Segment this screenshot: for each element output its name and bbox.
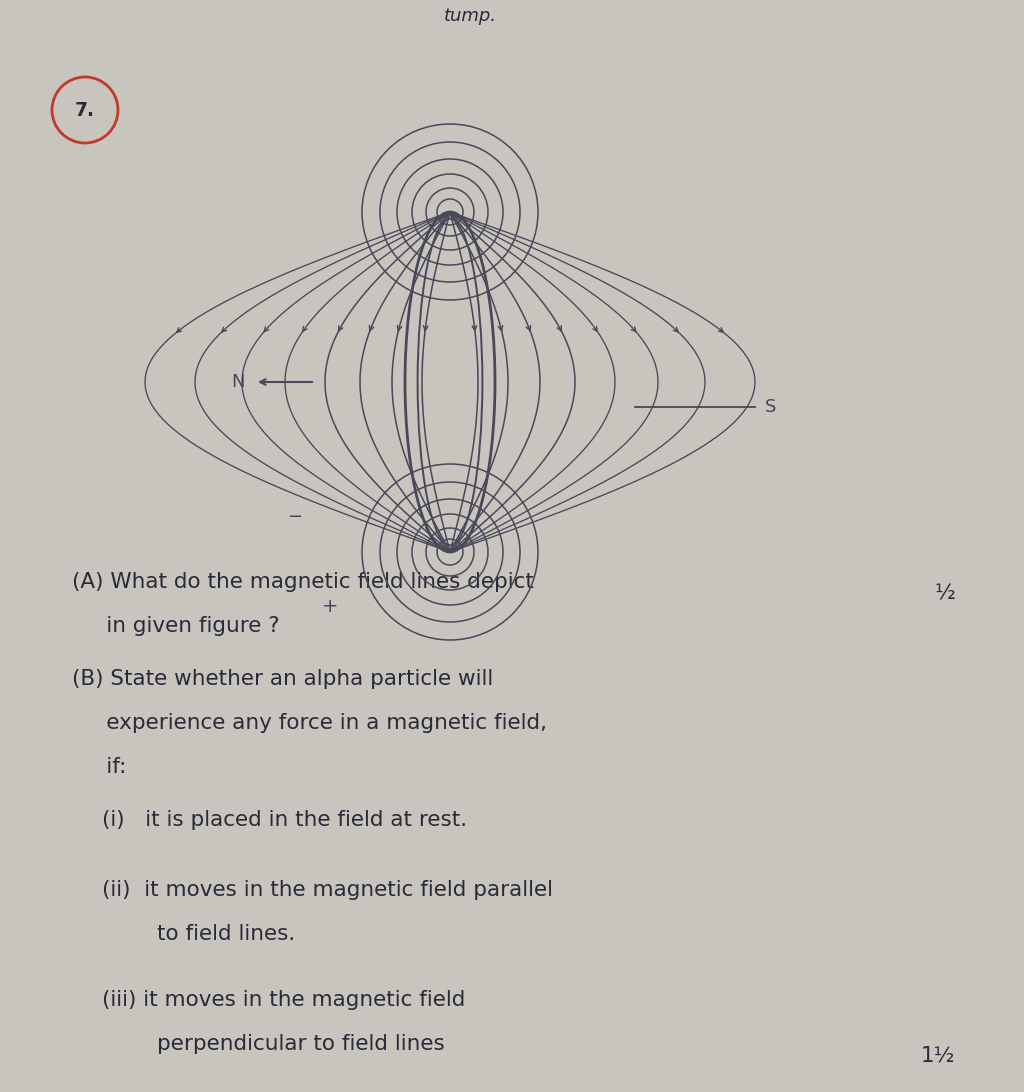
Text: (ii)  it moves in the magnetic field parallel: (ii) it moves in the magnetic field para…: [102, 880, 553, 900]
Text: tump.: tump.: [443, 7, 497, 25]
Text: S: S: [765, 397, 776, 416]
Text: +: +: [322, 597, 338, 617]
Text: 1½: 1½: [921, 1046, 955, 1066]
Text: experience any force in a magnetic field,: experience any force in a magnetic field…: [72, 713, 547, 733]
Text: (iii) it moves in the magnetic field: (iii) it moves in the magnetic field: [102, 990, 465, 1010]
Text: to field lines.: to field lines.: [102, 924, 295, 943]
Text: −: −: [288, 508, 302, 526]
Text: (i)   it is placed in the field at rest.: (i) it is placed in the field at rest.: [102, 809, 467, 830]
Text: perpendicular to field lines: perpendicular to field lines: [102, 1034, 444, 1054]
Text: ½: ½: [934, 584, 955, 604]
Text: in given figure ?: in given figure ?: [72, 616, 280, 636]
Text: N: N: [231, 373, 245, 391]
Text: if:: if:: [72, 757, 126, 776]
Text: (A) What do the magnetic field lines depict: (A) What do the magnetic field lines dep…: [72, 572, 534, 592]
Text: (B) State whether an alpha particle will: (B) State whether an alpha particle will: [72, 668, 494, 689]
Text: 7.: 7.: [75, 100, 95, 119]
